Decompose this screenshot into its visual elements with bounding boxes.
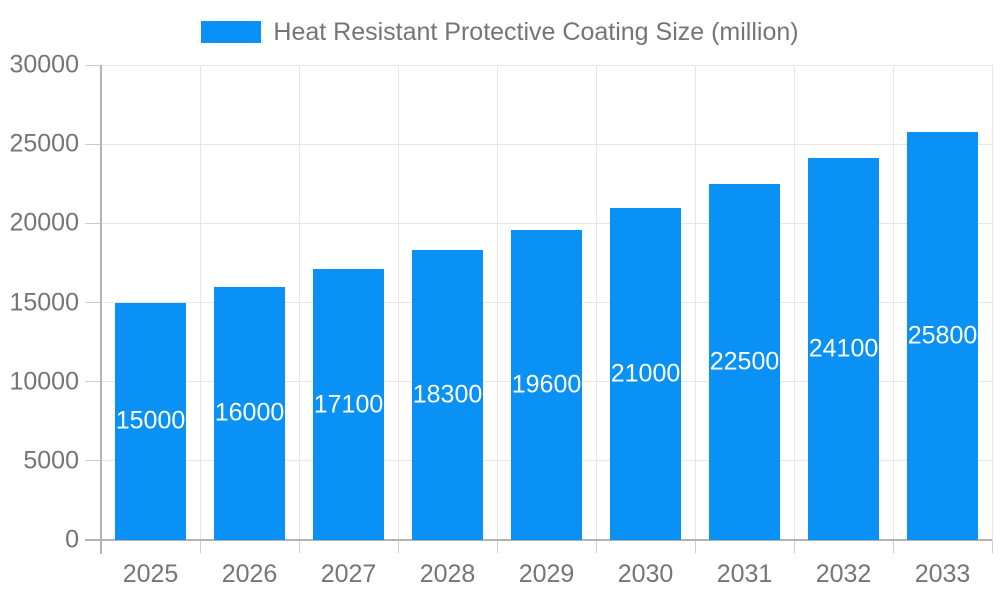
bar-value-label: 25800 (907, 321, 978, 350)
y-axis-label: 20000 (9, 208, 79, 237)
x-gridline (595, 65, 597, 540)
y-axis-label: 0 (65, 525, 79, 554)
x-gridline (991, 65, 993, 540)
y-gridline (101, 222, 992, 224)
y-axis-label: 15000 (9, 288, 79, 316)
y-tick (85, 143, 101, 145)
bar-value-label: 21000 (610, 359, 681, 388)
y-axis-label: 25000 (9, 129, 79, 158)
bar[interactable] (808, 158, 879, 540)
x-tick (991, 540, 993, 553)
x-tick (298, 540, 300, 553)
x-tick (595, 540, 597, 553)
y-axis-label: 10000 (9, 367, 79, 396)
x-gridline (892, 65, 894, 540)
x-gridline (397, 65, 399, 540)
y-axis-label: 5000 (23, 446, 79, 475)
x-tick (892, 540, 894, 553)
bar[interactable] (511, 229, 582, 540)
x-axis-label: 2032 (815, 560, 872, 588)
y-tick (85, 302, 101, 303)
x-gridline (793, 65, 795, 540)
x-tick (496, 540, 498, 553)
bar[interactable] (412, 250, 483, 540)
x-tick (694, 540, 696, 553)
bar[interactable] (115, 302, 186, 540)
legend-item[interactable]: Heat Resistant Protective Coating Size (… (201, 18, 799, 46)
x-tick (199, 540, 201, 553)
x-axis-label: 2033 (914, 560, 971, 588)
x-axis-line (85, 539, 992, 541)
x-tick (397, 540, 399, 553)
bar[interactable] (907, 131, 978, 540)
bar-value-label: 24100 (808, 334, 879, 363)
bar[interactable] (709, 183, 780, 540)
bar[interactable] (313, 269, 384, 540)
bar-value-label: 22500 (709, 347, 780, 376)
bar-value-label: 19600 (511, 370, 582, 399)
x-axis-label: 2026 (221, 560, 278, 588)
y-gridline (101, 64, 992, 66)
legend-label: Heat Resistant Protective Coating Size (… (273, 18, 799, 46)
bar-value-label: 18300 (412, 380, 483, 409)
bar[interactable] (214, 286, 285, 540)
y-gridline (101, 143, 992, 145)
legend: Heat Resistant Protective Coating Size (… (0, 18, 1000, 46)
y-tick (85, 381, 101, 383)
x-axis-label: 2030 (617, 560, 674, 588)
x-axis-label: 2028 (419, 560, 476, 588)
y-tick (85, 64, 101, 66)
bar[interactable] (610, 207, 681, 540)
x-gridline (694, 65, 696, 540)
bar-value-label: 16000 (214, 398, 285, 427)
x-gridline (496, 65, 498, 540)
x-axis-label: 2025 (122, 560, 179, 588)
y-axis-line (100, 65, 102, 554)
legend-swatch (201, 21, 262, 43)
x-gridline (298, 65, 300, 540)
x-tick (793, 540, 795, 553)
bar-value-label: 15000 (115, 406, 186, 435)
y-axis-label: 30000 (9, 50, 79, 79)
x-axis-label: 2029 (518, 560, 575, 588)
x-axis-label: 2031 (716, 560, 773, 588)
y-tick (85, 460, 101, 462)
y-tick (85, 222, 101, 224)
x-gridline (199, 65, 201, 540)
x-axis-label: 2027 (320, 560, 377, 588)
bar-value-label: 17100 (313, 390, 384, 419)
